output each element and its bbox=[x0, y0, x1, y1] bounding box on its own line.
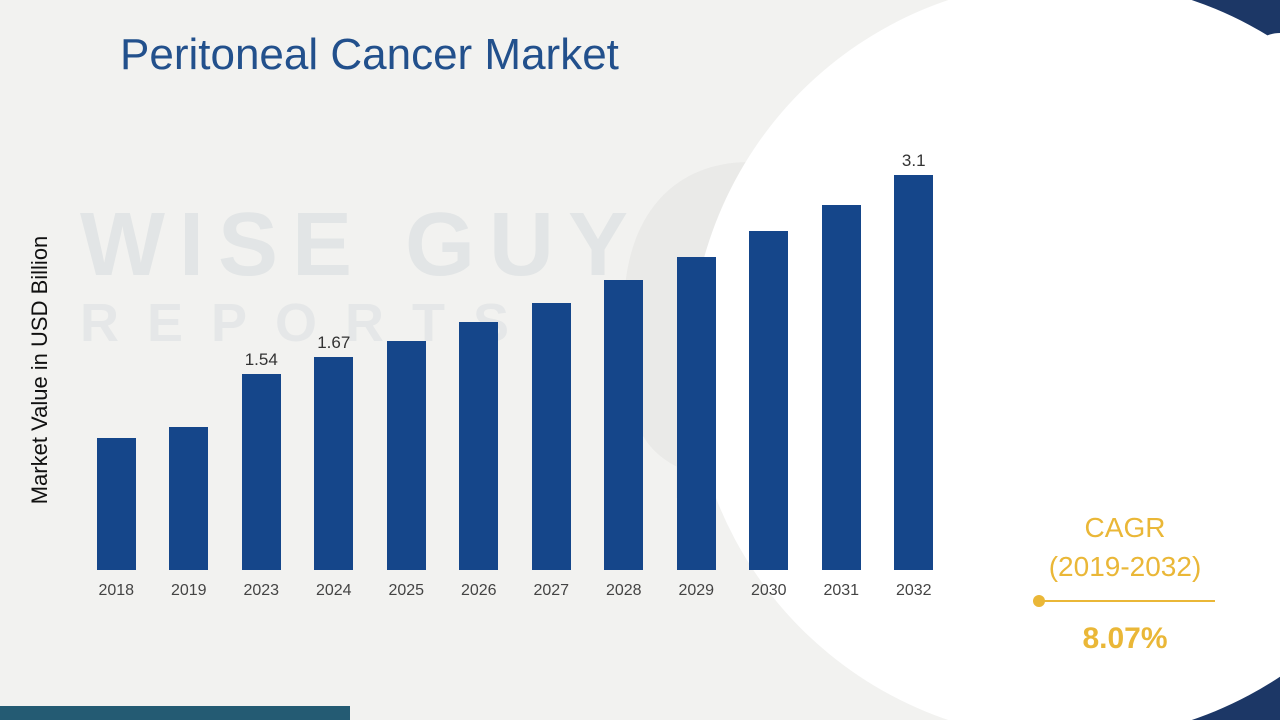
cagr-divider bbox=[1035, 600, 1215, 602]
bar-value-label: 1.54 bbox=[242, 350, 281, 370]
x-axis-labels: 2018 2019 2023 2024 2025 2026 2027 2028 2029 2030… bbox=[90, 582, 940, 600]
bar bbox=[97, 438, 136, 570]
bar-wrap bbox=[163, 427, 216, 570]
bar-wrap bbox=[90, 438, 143, 570]
bar-wrap bbox=[815, 205, 868, 570]
bottom-accent-bar bbox=[0, 706, 350, 720]
x-tick-label: 2027 bbox=[525, 582, 578, 600]
bar-wrap bbox=[743, 231, 796, 570]
x-tick-label: 2030 bbox=[743, 582, 796, 600]
brand-logo: WISEGUY R E P O R T S bbox=[1007, 30, 1240, 89]
bar bbox=[387, 341, 426, 570]
x-tick-label: 2024 bbox=[308, 582, 361, 600]
bar-wrap bbox=[453, 322, 506, 570]
bar: 1.67 bbox=[314, 357, 353, 570]
bar-wrap bbox=[670, 257, 723, 570]
bar: 3.1 bbox=[894, 175, 933, 570]
cagr-label: CAGR bbox=[970, 508, 1280, 547]
bar-wrap: 1.67 bbox=[308, 357, 361, 570]
y-axis-label: Market Value in USD Billion bbox=[27, 236, 53, 505]
bar-value-label: 1.67 bbox=[314, 333, 353, 353]
bar bbox=[749, 231, 788, 570]
infographic-page: WISE GUY REPORTS Peritoneal Cancer Marke… bbox=[0, 0, 1280, 720]
chart-title: Peritoneal Cancer Market bbox=[120, 30, 619, 80]
x-tick-label: 2032 bbox=[888, 582, 941, 600]
bar-value-label: 3.1 bbox=[894, 151, 933, 171]
bar-wrap bbox=[598, 280, 651, 570]
bar bbox=[459, 322, 498, 570]
bar bbox=[532, 303, 571, 570]
bar bbox=[169, 427, 208, 570]
cagr-range: (2019-2032) bbox=[970, 547, 1280, 586]
x-tick-label: 2031 bbox=[815, 582, 868, 600]
bar-wrap bbox=[380, 341, 433, 570]
logo-sub-text: R E P O R T S bbox=[1007, 71, 1240, 89]
x-tick-label: 2019 bbox=[163, 582, 216, 600]
cagr-value: 8.07% bbox=[970, 618, 1280, 660]
x-tick-label: 2025 bbox=[380, 582, 433, 600]
logo-main-text: WISEGUY bbox=[1007, 30, 1240, 67]
bar-container: 1.54 1.67 3.1 bbox=[90, 150, 940, 570]
bar bbox=[677, 257, 716, 570]
x-tick-label: 2023 bbox=[235, 582, 288, 600]
x-tick-label: 2026 bbox=[453, 582, 506, 600]
bar bbox=[822, 205, 861, 570]
cagr-block: CAGR (2019-2032) 8.07% bbox=[970, 508, 1280, 660]
x-tick-label: 2028 bbox=[598, 582, 651, 600]
bar: 1.54 bbox=[242, 374, 281, 570]
bar-wrap bbox=[525, 303, 578, 570]
x-tick-label: 2018 bbox=[90, 582, 143, 600]
bar bbox=[604, 280, 643, 570]
bar-wrap: 3.1 bbox=[888, 175, 941, 570]
bar-wrap: 1.54 bbox=[235, 374, 288, 570]
x-tick-label: 2029 bbox=[670, 582, 723, 600]
chart-area: Market Value in USD Billion 1.541.673.1 … bbox=[60, 140, 940, 600]
